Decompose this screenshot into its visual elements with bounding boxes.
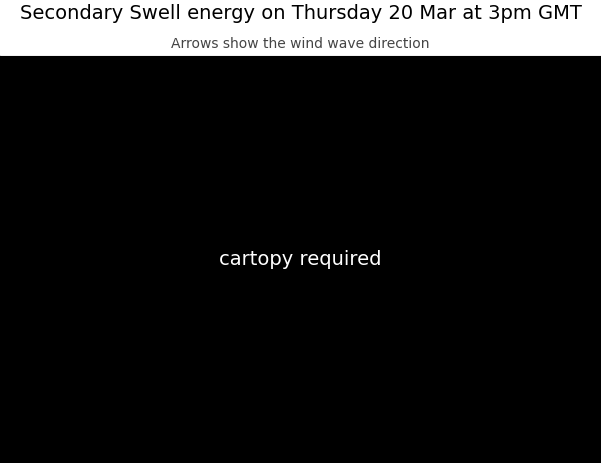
Text: Secondary Swell energy on Thursday 20 Mar at 3pm GMT: Secondary Swell energy on Thursday 20 Ma… (20, 4, 581, 24)
Text: cartopy required: cartopy required (219, 250, 382, 269)
Text: Arrows show the wind wave direction: Arrows show the wind wave direction (171, 38, 430, 51)
